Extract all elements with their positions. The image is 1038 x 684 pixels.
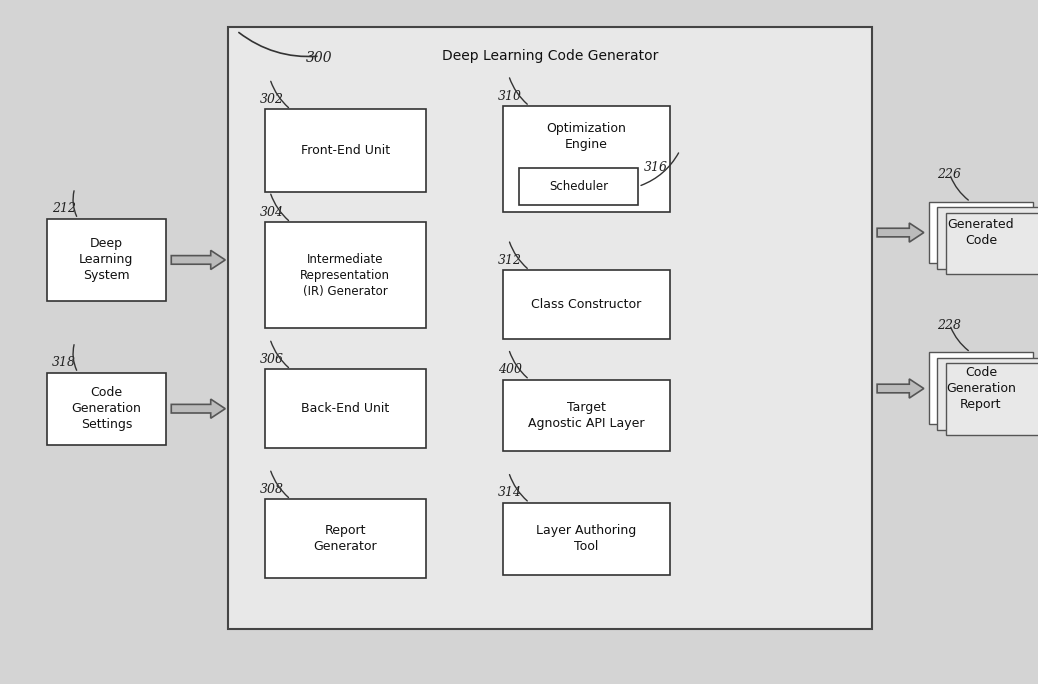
Text: 300: 300 [306,51,333,65]
Text: 314: 314 [498,486,522,499]
Text: 228: 228 [937,319,961,332]
Text: 306: 306 [260,353,283,366]
Text: Code
Generation
Settings: Code Generation Settings [72,386,141,431]
Text: Optimization
Engine: Optimization Engine [547,122,626,151]
FancyBboxPatch shape [929,202,1033,263]
Text: Deep
Learning
System: Deep Learning System [79,237,134,282]
Text: 304: 304 [260,206,283,219]
FancyBboxPatch shape [503,503,670,575]
Text: Front-End Unit: Front-End Unit [301,144,389,157]
FancyBboxPatch shape [519,168,638,205]
Text: 316: 316 [644,161,667,174]
Text: Intermediate
Representation
(IR) Generator: Intermediate Representation (IR) Generat… [300,253,390,298]
FancyBboxPatch shape [503,270,670,339]
FancyBboxPatch shape [503,106,670,212]
FancyBboxPatch shape [503,380,670,451]
Text: Back-End Unit: Back-End Unit [301,402,389,415]
Text: Deep Learning Code Generator: Deep Learning Code Generator [442,49,658,63]
Text: 400: 400 [498,363,522,376]
FancyBboxPatch shape [929,352,1033,424]
Text: 212: 212 [52,202,76,215]
Text: Generated
Code: Generated Code [948,218,1014,247]
FancyBboxPatch shape [937,358,1038,430]
FancyBboxPatch shape [265,369,426,448]
FancyBboxPatch shape [47,373,166,445]
Text: Report
Generator: Report Generator [313,524,377,553]
FancyBboxPatch shape [47,219,166,301]
FancyBboxPatch shape [228,27,872,629]
FancyBboxPatch shape [265,499,426,578]
Text: 312: 312 [498,254,522,267]
Text: Class Constructor: Class Constructor [531,298,641,311]
Text: Code
Generation
Report: Code Generation Report [946,366,1016,410]
Text: 318: 318 [52,356,76,369]
FancyBboxPatch shape [265,109,426,192]
Text: Scheduler: Scheduler [549,180,608,193]
FancyBboxPatch shape [937,207,1038,269]
Text: 310: 310 [498,90,522,103]
Polygon shape [877,379,924,398]
Polygon shape [171,250,225,269]
Polygon shape [171,399,225,419]
Text: 302: 302 [260,93,283,106]
FancyBboxPatch shape [265,222,426,328]
Text: 226: 226 [937,168,961,181]
FancyBboxPatch shape [946,363,1038,435]
Text: Layer Authoring
Tool: Layer Authoring Tool [537,524,636,553]
Text: 308: 308 [260,483,283,496]
Text: Target
Agnostic API Layer: Target Agnostic API Layer [528,401,645,430]
FancyBboxPatch shape [946,213,1038,274]
Polygon shape [877,223,924,242]
